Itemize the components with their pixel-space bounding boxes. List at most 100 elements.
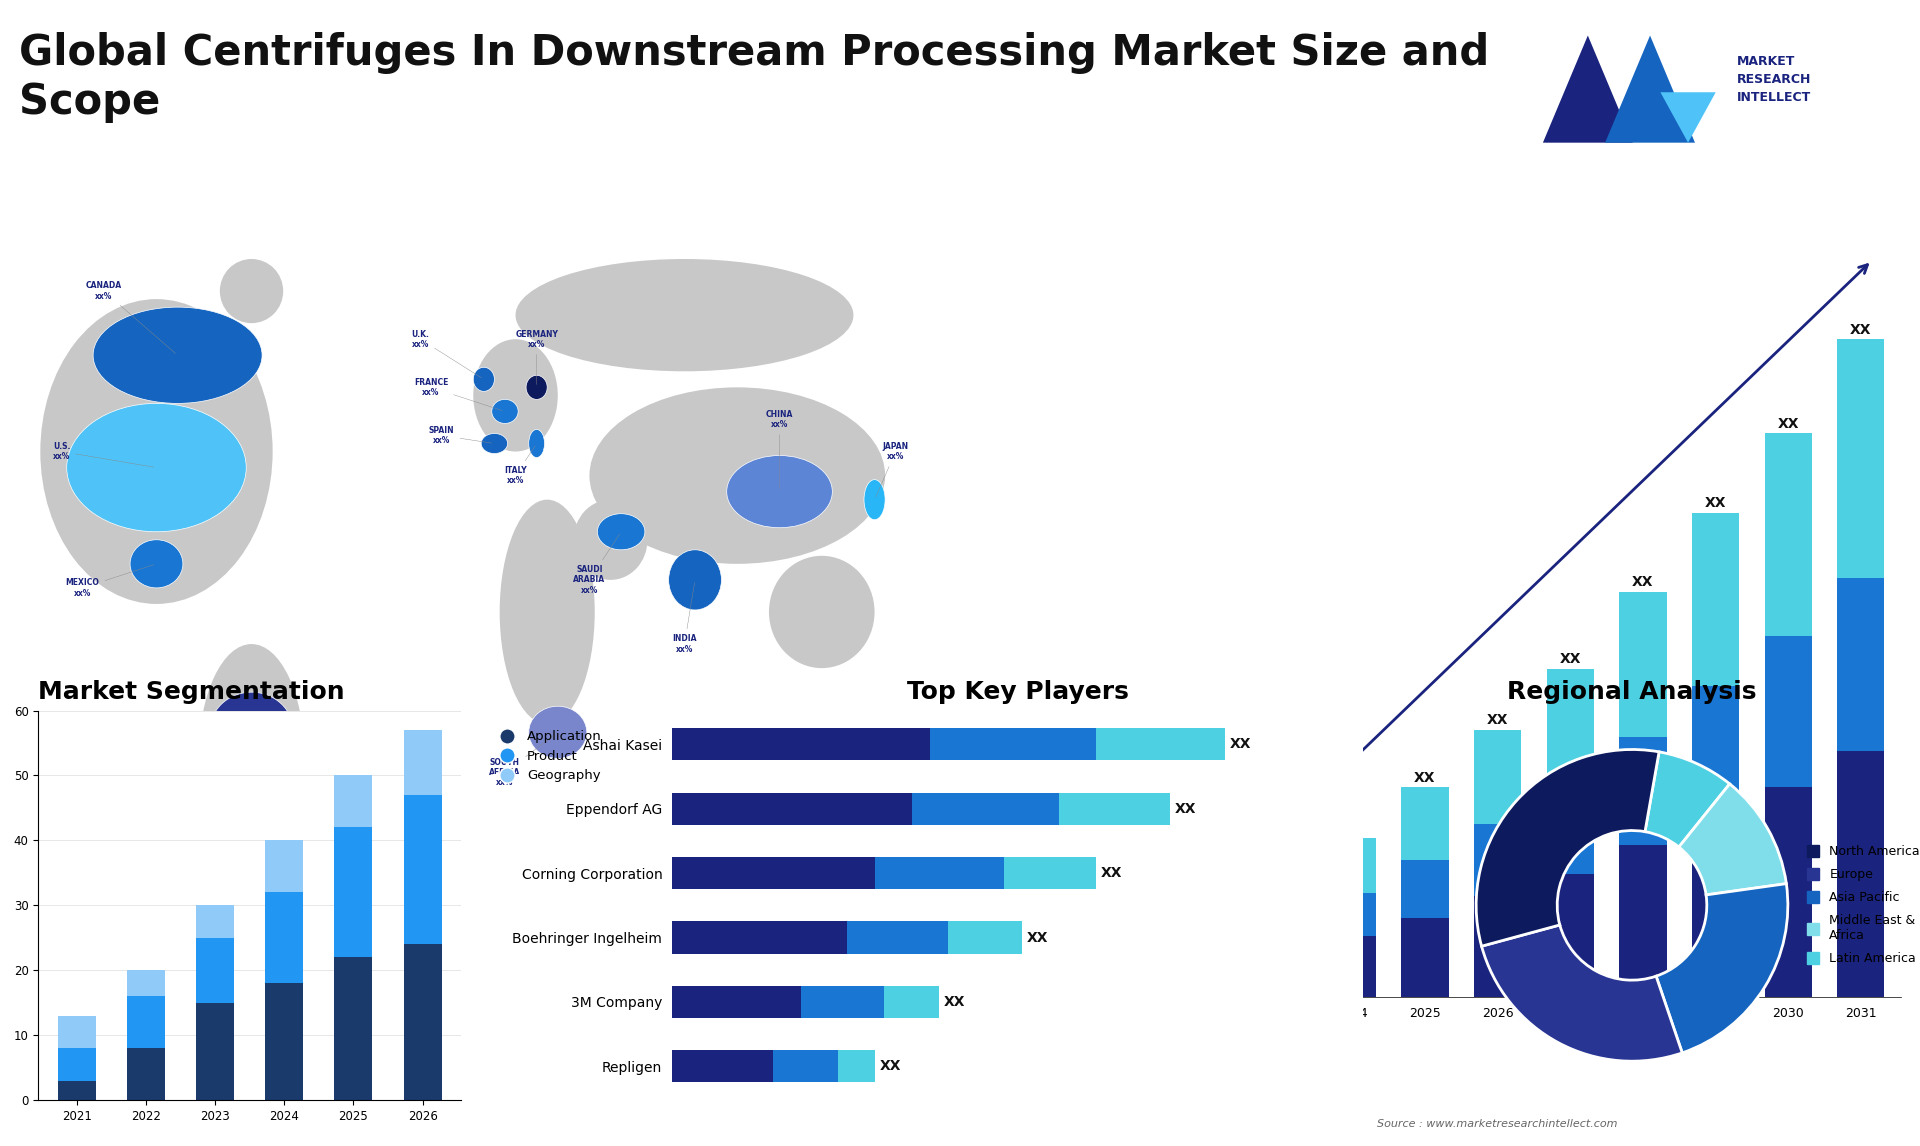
Bar xyxy=(948,921,1021,953)
Bar xyxy=(265,983,303,1100)
Wedge shape xyxy=(1476,749,1659,947)
Polygon shape xyxy=(1544,36,1632,143)
Ellipse shape xyxy=(597,513,645,550)
Bar xyxy=(196,937,234,1003)
Bar xyxy=(672,1050,774,1083)
Legend: North America, Europe, Asia Pacific, Middle East &
Africa, Latin America: North America, Europe, Asia Pacific, Mid… xyxy=(1801,840,1920,971)
Bar xyxy=(196,1003,234,1100)
Bar xyxy=(1475,730,1521,824)
Bar xyxy=(1183,915,1231,943)
Bar xyxy=(334,957,372,1100)
Ellipse shape xyxy=(864,479,885,519)
Text: MEXICO
xx%: MEXICO xx% xyxy=(65,565,154,597)
Bar xyxy=(127,1049,165,1100)
Bar xyxy=(403,944,442,1100)
Ellipse shape xyxy=(528,430,545,457)
Bar xyxy=(672,921,847,953)
Bar xyxy=(58,1015,96,1049)
Text: U.K.
xx%: U.K. xx% xyxy=(411,330,482,378)
Text: XX: XX xyxy=(1486,713,1509,727)
Text: Market Segmentation: Market Segmentation xyxy=(38,681,346,705)
Bar xyxy=(1692,513,1740,686)
Wedge shape xyxy=(1657,884,1788,1053)
Bar xyxy=(127,996,165,1049)
Bar xyxy=(1112,960,1158,975)
Ellipse shape xyxy=(499,500,595,724)
Bar xyxy=(1837,339,1884,578)
Bar xyxy=(801,986,883,1018)
Text: XX: XX xyxy=(1229,737,1252,752)
Ellipse shape xyxy=(472,367,495,392)
Ellipse shape xyxy=(492,400,518,424)
Bar xyxy=(403,795,442,944)
Bar xyxy=(196,905,234,937)
Text: XX: XX xyxy=(1415,770,1436,785)
Text: SOUTH
AFRICA
xx%: SOUTH AFRICA xx% xyxy=(490,733,555,787)
Bar xyxy=(1837,578,1884,752)
Ellipse shape xyxy=(768,556,876,668)
Bar xyxy=(1256,881,1304,921)
Ellipse shape xyxy=(67,403,246,532)
Bar xyxy=(1692,686,1740,816)
Bar xyxy=(265,840,303,893)
Bar xyxy=(1548,785,1594,874)
Text: XX: XX xyxy=(1778,416,1799,431)
Bar xyxy=(672,857,876,889)
Bar xyxy=(1475,824,1521,896)
Bar xyxy=(1402,918,1448,997)
Bar xyxy=(265,893,303,983)
Text: CANADA
xx%: CANADA xx% xyxy=(86,282,175,353)
Bar xyxy=(774,1050,837,1083)
Text: CHINA
xx%: CHINA xx% xyxy=(766,410,793,489)
Bar xyxy=(672,986,801,1018)
Bar xyxy=(1764,636,1812,787)
Bar xyxy=(1329,936,1377,997)
Text: XX: XX xyxy=(1342,822,1363,835)
Ellipse shape xyxy=(198,644,303,869)
Bar xyxy=(1692,816,1740,997)
Bar xyxy=(1256,921,1304,953)
Text: SAUDI
ARABIA
xx%: SAUDI ARABIA xx% xyxy=(574,534,620,595)
Ellipse shape xyxy=(843,732,927,813)
Text: XX: XX xyxy=(1559,652,1580,666)
Text: XX: XX xyxy=(1705,496,1726,510)
Text: XX: XX xyxy=(1100,866,1121,880)
Text: SPAIN
xx%: SPAIN xx% xyxy=(428,426,492,445)
Ellipse shape xyxy=(209,692,294,772)
Bar xyxy=(1619,737,1667,846)
Text: XX: XX xyxy=(1123,923,1144,936)
Wedge shape xyxy=(1645,752,1730,847)
Bar xyxy=(1475,896,1521,997)
Wedge shape xyxy=(1482,925,1682,1061)
Ellipse shape xyxy=(574,500,647,580)
Title: Top Key Players: Top Key Players xyxy=(906,681,1129,705)
Text: U.S.
xx%: U.S. xx% xyxy=(52,442,154,468)
Bar xyxy=(837,1050,876,1083)
Text: FRANCE
xx%: FRANCE xx% xyxy=(415,378,503,410)
Bar xyxy=(1764,433,1812,636)
Bar xyxy=(912,793,1060,825)
Bar xyxy=(1183,943,1231,965)
Text: XX: XX xyxy=(945,995,966,1008)
Ellipse shape xyxy=(515,259,852,371)
Text: BRAZIL
xx%: BRAZIL xx% xyxy=(182,735,250,790)
Polygon shape xyxy=(1661,93,1716,143)
Text: JAPAN
xx%: JAPAN xx% xyxy=(876,442,908,497)
Bar xyxy=(1402,860,1448,918)
Text: GERMANY
xx%: GERMANY xx% xyxy=(515,330,559,385)
Text: XX: XX xyxy=(1632,575,1653,589)
Bar xyxy=(876,857,1004,889)
Bar xyxy=(58,1049,96,1081)
Bar xyxy=(1112,940,1158,960)
Text: XX: XX xyxy=(1196,897,1217,912)
Bar xyxy=(127,971,165,996)
Ellipse shape xyxy=(589,387,885,564)
Text: MARKET
RESEARCH
INTELLECT: MARKET RESEARCH INTELLECT xyxy=(1736,55,1811,104)
Bar xyxy=(334,827,372,957)
Text: Global Centrifuges In Downstream Processing Market Size and
Scope: Global Centrifuges In Downstream Process… xyxy=(19,32,1490,123)
Ellipse shape xyxy=(92,307,261,403)
Bar xyxy=(847,921,948,953)
Bar xyxy=(1256,953,1304,997)
Text: XX: XX xyxy=(1027,931,1048,944)
Bar xyxy=(672,728,929,761)
